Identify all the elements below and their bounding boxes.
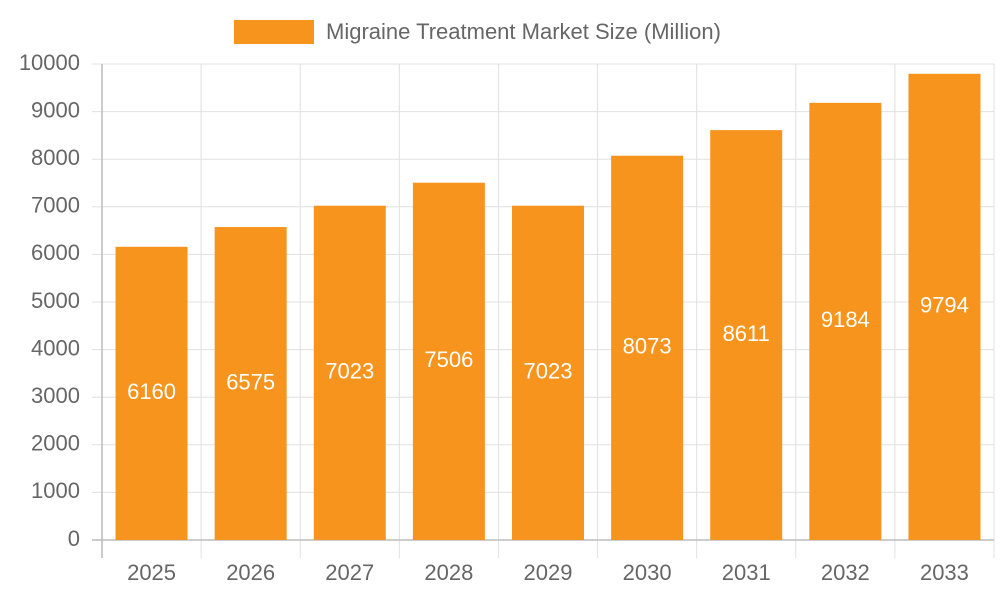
y-tick-label: 9000 — [31, 97, 80, 122]
bar-value-label: 7023 — [524, 359, 573, 384]
y-tick-label: 4000 — [31, 335, 80, 360]
x-tick-label: 2025 — [127, 560, 176, 585]
y-tick-label: 1000 — [31, 478, 80, 503]
bar-value-label: 8073 — [623, 334, 672, 359]
bar — [313, 205, 386, 540]
bar — [809, 102, 882, 540]
y-tick-label: 5000 — [31, 288, 80, 313]
bar-value-label: 6160 — [127, 379, 176, 404]
x-tick-label: 2030 — [623, 560, 672, 585]
x-tick-label: 2027 — [325, 560, 374, 585]
x-tick-label: 2028 — [424, 560, 473, 585]
bar-value-label: 6575 — [226, 369, 275, 394]
bar — [115, 246, 188, 540]
x-tick-label: 2032 — [821, 560, 870, 585]
x-tick-label: 2029 — [524, 560, 573, 585]
legend-label: Migraine Treatment Market Size (Million) — [326, 19, 721, 44]
bar-value-label: 7506 — [424, 347, 473, 372]
y-tick-label: 2000 — [31, 431, 80, 456]
bar — [412, 182, 485, 540]
bar-value-label: 9794 — [920, 293, 969, 318]
bar — [512, 205, 584, 540]
bar — [710, 130, 783, 540]
x-tick-label: 2031 — [722, 560, 771, 585]
bar — [908, 73, 981, 540]
x-tick-label: 2026 — [226, 560, 275, 585]
y-tick-label: 0 — [68, 526, 80, 551]
bar-value-label: 9184 — [821, 307, 870, 332]
bar — [214, 227, 287, 540]
bar-value-label: 7023 — [325, 359, 374, 384]
bar — [611, 155, 684, 540]
y-tick-label: 3000 — [31, 383, 80, 408]
x-tick-label: 2033 — [920, 560, 969, 585]
legend-swatch — [234, 20, 314, 44]
y-tick-label: 6000 — [31, 240, 80, 265]
y-tick-label: 10000 — [19, 50, 80, 75]
y-tick-label: 8000 — [31, 145, 80, 170]
y-tick-label: 7000 — [31, 193, 80, 218]
bar-value-label: 8611 — [723, 321, 770, 346]
